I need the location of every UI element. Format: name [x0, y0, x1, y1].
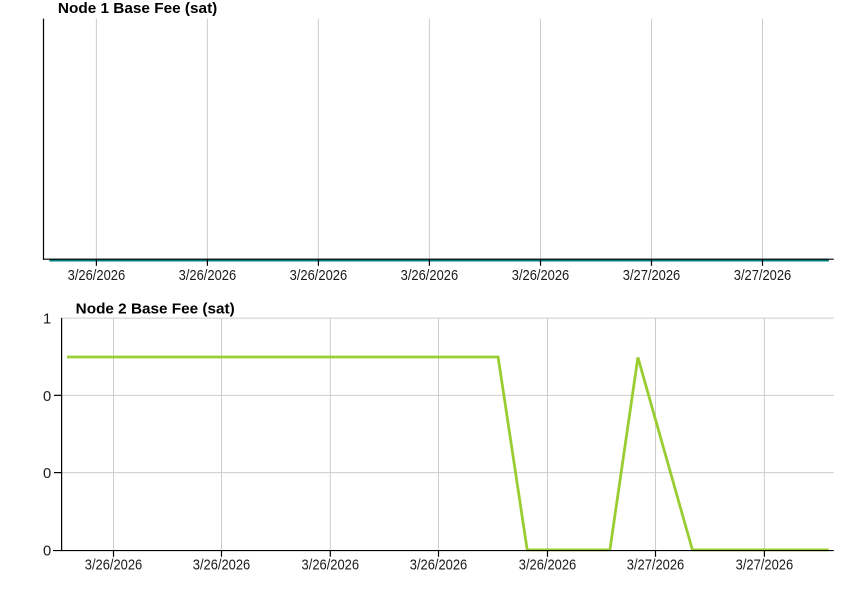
svg-text:3/27/2026: 3/27/2026	[623, 268, 681, 284]
svg-text:3/26/2026: 3/26/2026	[410, 557, 468, 573]
svg-text:3/26/2026: 3/26/2026	[401, 268, 459, 284]
svg-text:3/26/2026: 3/26/2026	[68, 268, 126, 284]
svg-text:Node 2 Base Fee (sat): Node 2 Base Fee (sat)	[76, 301, 235, 318]
svg-text:3/26/2026: 3/26/2026	[519, 557, 577, 573]
svg-text:3/27/2026: 3/27/2026	[734, 268, 792, 284]
svg-text:3/26/2026: 3/26/2026	[302, 557, 360, 573]
svg-text:3/26/2026: 3/26/2026	[179, 268, 237, 284]
svg-text:0: 0	[43, 543, 51, 559]
svg-text:0: 0	[43, 466, 51, 482]
svg-text:3/26/2026: 3/26/2026	[193, 557, 251, 573]
svg-text:Node 1 Base Fee (sat): Node 1 Base Fee (sat)	[58, 0, 217, 17]
svg-text:0: 0	[43, 389, 51, 405]
svg-text:3/26/2026: 3/26/2026	[512, 268, 570, 284]
svg-text:3/26/2026: 3/26/2026	[290, 268, 348, 284]
svg-text:3/26/2026: 3/26/2026	[85, 557, 143, 573]
svg-text:3/27/2026: 3/27/2026	[736, 557, 794, 573]
svg-text:1: 1	[43, 312, 51, 328]
svg-text:3/27/2026: 3/27/2026	[627, 557, 685, 573]
